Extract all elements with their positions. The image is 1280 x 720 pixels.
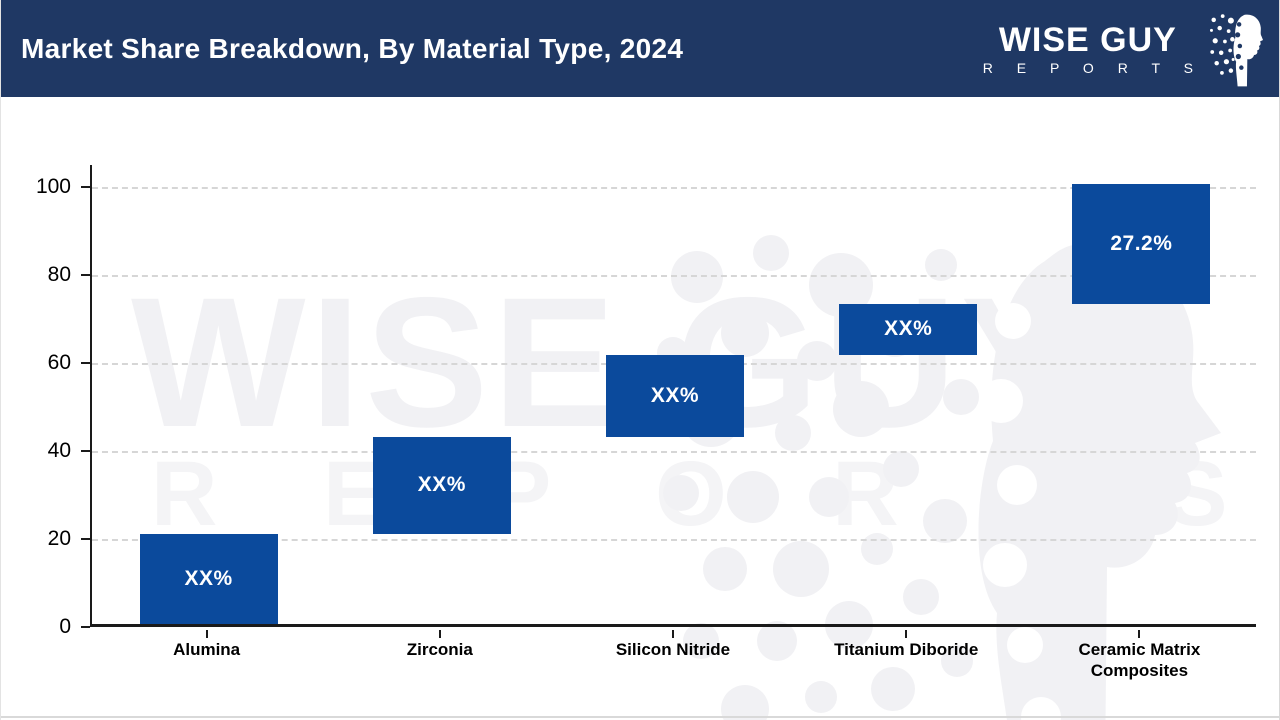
bar-silicon-nitride: XX% bbox=[606, 354, 744, 437]
page-title: Market Share Breakdown, By Material Type… bbox=[21, 32, 684, 64]
header: Market Share Breakdown, By Material Type… bbox=[1, 0, 1279, 97]
bar-value-label: XX% bbox=[184, 566, 233, 590]
y-tick-mark-20 bbox=[81, 538, 90, 540]
brand-logo-text: WISE GUY R E P O R T S bbox=[973, 23, 1203, 75]
y-tick-label-0: 0 bbox=[59, 615, 71, 638]
y-tick-mark-100 bbox=[81, 186, 90, 188]
y-tick-label-100: 100 bbox=[35, 175, 71, 198]
bar-value-label: XX% bbox=[650, 383, 700, 407]
y-tick-label-20: 20 bbox=[47, 527, 71, 550]
x-tick-mark-4 bbox=[1138, 630, 1141, 638]
bar-value-label: 27.2% bbox=[1110, 231, 1173, 255]
x-category-label-2: Silicon Nitride bbox=[615, 640, 731, 659]
y-tick-label-80: 80 bbox=[47, 263, 71, 286]
gridline-20 bbox=[92, 539, 1256, 541]
bar-titanium-diboride: XX% bbox=[839, 303, 978, 355]
x-tick-mark-2 bbox=[672, 630, 674, 638]
bar-value-label: XX% bbox=[884, 317, 933, 341]
bottom-border bbox=[1, 716, 1279, 718]
brand-logo: WISE GUY R E P O R T S bbox=[973, 11, 1263, 87]
x-category-label-1: Zirconia bbox=[406, 640, 473, 659]
x-category-label-4: Ceramic Matrix Composites bbox=[1078, 640, 1201, 680]
plot-area: XX% XX% XX% XX% 27.2% bbox=[90, 165, 1256, 627]
x-tick-mark-0 bbox=[205, 630, 208, 638]
dotted-head-profile-icon bbox=[1209, 13, 1263, 86]
x-tick-mark-1 bbox=[438, 630, 441, 638]
y-tick-label-40: 40 bbox=[47, 439, 71, 462]
gridline-40 bbox=[92, 451, 1256, 453]
y-tick-mark-0 bbox=[81, 626, 90, 628]
brand-subname: R E P O R T S bbox=[982, 59, 1203, 76]
gridline-100 bbox=[92, 187, 1256, 189]
y-tick-mark-40 bbox=[81, 450, 90, 452]
bar-alumina: XX% bbox=[139, 533, 278, 624]
x-tick-mark-3 bbox=[905, 630, 908, 638]
bar-ceramic-matrix-composites: 27.2% bbox=[1072, 184, 1211, 304]
bar-value-label: XX% bbox=[417, 473, 466, 497]
x-category-label-0: Alumina bbox=[173, 640, 241, 659]
brand-name: WISE GUY bbox=[998, 20, 1177, 59]
y-tick-mark-60 bbox=[81, 362, 90, 364]
y-tick-mark-80 bbox=[81, 274, 90, 276]
x-category-label-3: Titanium Diboride bbox=[834, 640, 979, 659]
y-tick-label-60: 60 bbox=[47, 351, 71, 374]
bar-zirconia: XX% bbox=[372, 437, 511, 534]
